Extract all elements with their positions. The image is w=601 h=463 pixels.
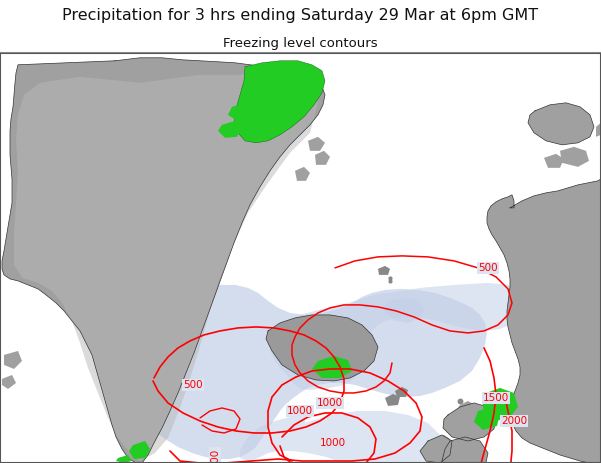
Polygon shape	[218, 121, 242, 138]
Text: 1500: 1500	[210, 448, 220, 463]
Polygon shape	[420, 435, 452, 463]
Polygon shape	[482, 388, 518, 421]
Polygon shape	[228, 103, 254, 121]
Text: 1000: 1000	[287, 406, 313, 416]
Polygon shape	[487, 179, 601, 463]
Polygon shape	[442, 437, 488, 463]
Polygon shape	[395, 387, 408, 397]
Polygon shape	[270, 283, 535, 390]
Text: 1000: 1000	[317, 398, 343, 408]
Polygon shape	[443, 403, 496, 441]
Polygon shape	[596, 123, 601, 137]
Text: 1500: 1500	[483, 393, 509, 403]
Polygon shape	[234, 61, 325, 143]
Polygon shape	[2, 375, 16, 389]
Polygon shape	[385, 298, 425, 323]
Polygon shape	[312, 356, 352, 378]
Polygon shape	[4, 351, 22, 369]
Text: 1000: 1000	[320, 438, 346, 448]
Polygon shape	[315, 151, 330, 165]
Polygon shape	[295, 167, 310, 181]
Polygon shape	[308, 137, 325, 151]
Polygon shape	[436, 435, 450, 447]
Text: 2000: 2000	[501, 416, 527, 426]
Polygon shape	[457, 401, 475, 415]
Polygon shape	[240, 411, 444, 463]
Polygon shape	[378, 266, 390, 275]
Text: 500: 500	[478, 263, 498, 273]
Text: Freezing level contours: Freezing level contours	[223, 37, 378, 50]
Polygon shape	[266, 315, 378, 381]
Polygon shape	[128, 285, 487, 459]
Polygon shape	[14, 75, 318, 461]
Polygon shape	[129, 441, 150, 459]
Polygon shape	[116, 455, 132, 463]
Text: 500: 500	[183, 380, 203, 390]
Polygon shape	[560, 147, 589, 167]
Polygon shape	[2, 58, 325, 463]
Polygon shape	[528, 103, 594, 145]
Polygon shape	[474, 407, 500, 430]
Polygon shape	[385, 394, 400, 406]
Text: Precipitation for 3 hrs ending Saturday 29 Mar at 6pm GMT: Precipitation for 3 hrs ending Saturday …	[63, 8, 538, 23]
Polygon shape	[544, 154, 564, 168]
